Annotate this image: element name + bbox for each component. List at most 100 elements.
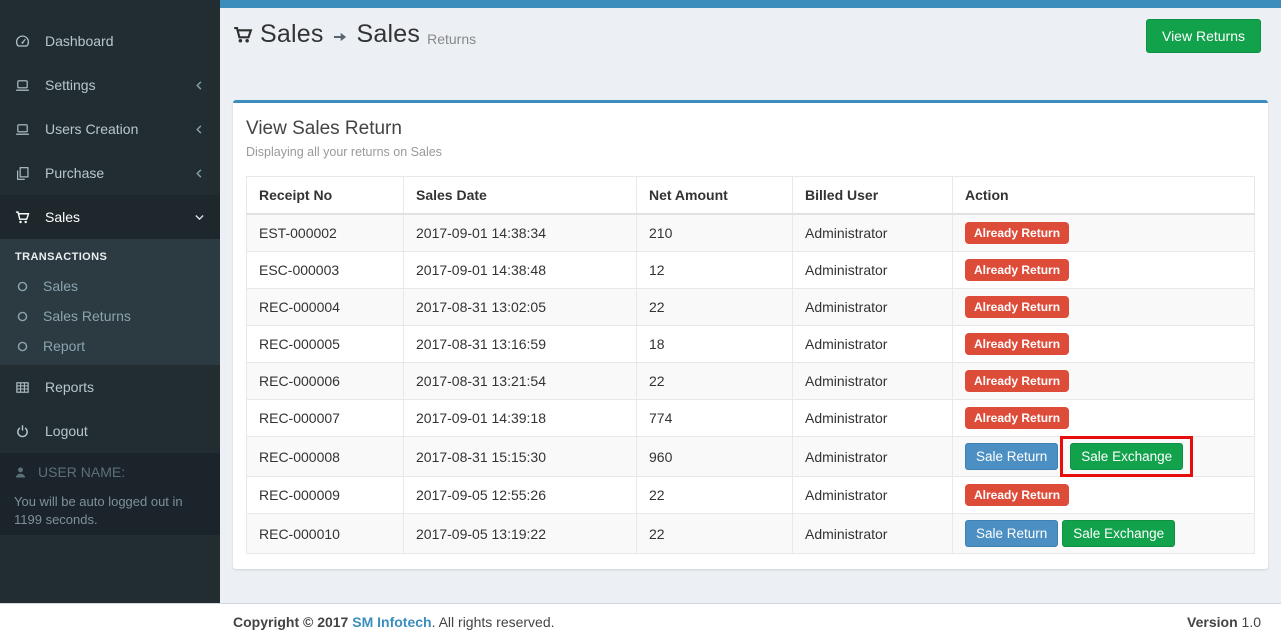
footer: Copyright © 2017 SM Infotech. All rights… [0, 603, 1281, 639]
panel-title: View Sales Return [246, 118, 402, 139]
already-return-button[interactable]: Already Return [965, 222, 1070, 244]
cell-actions: Already Return [952, 288, 1255, 326]
cell-sales-date: 2017-09-05 13:19:22 [403, 513, 637, 554]
power-icon [15, 424, 37, 439]
cart-icon [15, 210, 37, 225]
column-header-sales-date: Sales Date [403, 176, 637, 215]
cell-billed-user: Administrator [792, 362, 953, 400]
sale-exchange-button[interactable]: Sale Exchange [1062, 520, 1176, 547]
copyright-suffix: . All rights reserved. [431, 613, 555, 630]
sale-exchange-button[interactable]: Sale Exchange [1070, 443, 1184, 470]
cell-net-amount: 18 [636, 325, 793, 363]
already-return-button[interactable]: Already Return [965, 484, 1070, 506]
circle-icon [16, 310, 36, 323]
copyright-text: Copyright © 2017 SM Infotech. All rights… [233, 614, 1187, 630]
sidebar-item-label: Dashboard [45, 33, 114, 49]
sidebar-item-label: Sales [45, 209, 81, 225]
cell-actions: Already Return [952, 399, 1255, 437]
submenu-item-label: Report [43, 338, 86, 354]
cell-net-amount: 22 [636, 288, 793, 326]
returns-table: Receipt No Sales Date Net Amount Billed Use… [246, 176, 1255, 554]
cell-net-amount: 960 [636, 436, 793, 477]
cell-billed-user: Administrator [792, 476, 953, 514]
cell-receipt-no: REC-000006 [246, 362, 404, 400]
sidebar-menu: Dashboard Settings Users Creation [0, 0, 220, 453]
sidebar-item-settings[interactable]: Settings [0, 63, 220, 107]
table-row: REC-000009 2017-09-05 12:55:26 22 Administr… [246, 476, 1255, 514]
cell-actions: Already Return [952, 251, 1255, 289]
cell-receipt-no: REC-000007 [246, 399, 404, 437]
cell-actions: Already Return [952, 362, 1255, 400]
column-header-action: Action [952, 176, 1255, 215]
breadcrumb-page: Sales [356, 20, 421, 48]
submenu-item-sales-returns[interactable]: Sales Returns [0, 301, 220, 331]
sidebar-item-users-creation[interactable]: Users Creation [0, 107, 220, 151]
sidebar-item-dashboard[interactable]: Dashboard [0, 19, 220, 63]
copy-icon [15, 166, 37, 181]
view-returns-button[interactable]: View Returns [1145, 19, 1261, 53]
chevron-left-icon [194, 80, 205, 91]
already-return-button[interactable]: Already Return [965, 370, 1070, 392]
company-link[interactable]: SM Infotech [352, 613, 432, 630]
already-return-button[interactable]: Already Return [965, 296, 1070, 318]
annotation-highlight-box: Sale Exchange [1060, 436, 1194, 477]
user-name-label: USER NAME: [38, 464, 126, 480]
already-return-button[interactable]: Already Return [965, 259, 1070, 281]
sale-return-button[interactable]: Sale Return [965, 520, 1059, 547]
sidebar-item-label: Reports [45, 379, 95, 395]
laptop-icon [15, 78, 37, 93]
already-return-button[interactable]: Already Return [965, 333, 1070, 355]
cell-actions: Already Return [952, 213, 1255, 252]
chevron-left-icon [194, 124, 205, 135]
cell-net-amount: 12 [636, 251, 793, 289]
transactions-section-label: TRANSACTIONS [15, 251, 108, 263]
copyright-prefix: Copyright © 2017 [233, 613, 349, 630]
top-accent-bar [220, 0, 1281, 8]
table-row: REC-000006 2017-08-31 13:21:54 22 Administr… [246, 362, 1255, 400]
cell-billed-user: Administrator [792, 213, 953, 252]
cell-sales-date: 2017-08-31 15:15:30 [403, 436, 637, 477]
cell-receipt-no: REC-000005 [246, 325, 404, 363]
cell-net-amount: 774 [636, 399, 793, 437]
cell-net-amount: 22 [636, 476, 793, 514]
cell-sales-date: 2017-09-01 14:39:18 [403, 399, 637, 437]
content-header: Sales Sales Returns View Returns [220, 8, 1281, 92]
cell-actions: Sale Return Sale Exchange [952, 436, 1255, 477]
submenu-item-sales[interactable]: Sales [0, 271, 220, 301]
cell-billed-user: Administrator [792, 399, 953, 437]
table-row: EST-000002 2017-09-01 14:38:34 210 Administ… [246, 213, 1255, 252]
version-text: Version 1.0 [1187, 614, 1261, 630]
user-icon [14, 466, 32, 479]
sidebar: Dashboard Settings Users Creation [0, 0, 220, 603]
cell-receipt-no: EST-000002 [246, 213, 404, 252]
cell-billed-user: Administrator [792, 251, 953, 289]
cell-sales-date: 2017-08-31 13:16:59 [403, 325, 637, 363]
cell-receipt-no: REC-000004 [246, 288, 404, 326]
already-return-button[interactable]: Already Return [965, 407, 1070, 429]
cell-receipt-no: REC-000010 [246, 513, 404, 554]
sidebar-item-label: Logout [45, 423, 88, 439]
column-header-net-amount: Net Amount [636, 176, 793, 215]
auto-logout-message: You will be auto logged out in 1199 seco… [14, 494, 183, 527]
table-header-row: Receipt No Sales Date Net Amount Billed Use… [246, 176, 1255, 215]
cell-receipt-no: REC-000008 [246, 436, 404, 477]
cell-sales-date: 2017-09-01 14:38:48 [403, 251, 637, 289]
cell-sales-date: 2017-09-01 14:38:34 [403, 213, 637, 252]
sale-return-button[interactable]: Sale Return [965, 443, 1059, 470]
sidebar-item-sales[interactable]: Sales [0, 195, 220, 239]
cell-billed-user: Administrator [792, 436, 953, 477]
sidebar-item-reports[interactable]: Reports [0, 365, 220, 409]
sidebar-filler [0, 535, 220, 603]
submenu-item-report[interactable]: Report [0, 331, 220, 361]
cell-receipt-no: ESC-000003 [246, 251, 404, 289]
cell-net-amount: 22 [636, 513, 793, 554]
sidebar-item-purchase[interactable]: Purchase [0, 151, 220, 195]
table-row: REC-000010 2017-09-05 13:19:22 22 Administr… [246, 513, 1255, 554]
column-header-billed-user: Billed User [792, 176, 953, 215]
cell-receipt-no: REC-000009 [246, 476, 404, 514]
user-panel: USER NAME: You will be auto logged out i… [0, 453, 220, 535]
sidebar-item-label: Users Creation [45, 121, 139, 137]
sidebar-item-logout[interactable]: Logout [0, 409, 220, 453]
breadcrumb: Sales Sales Returns [233, 20, 1261, 49]
